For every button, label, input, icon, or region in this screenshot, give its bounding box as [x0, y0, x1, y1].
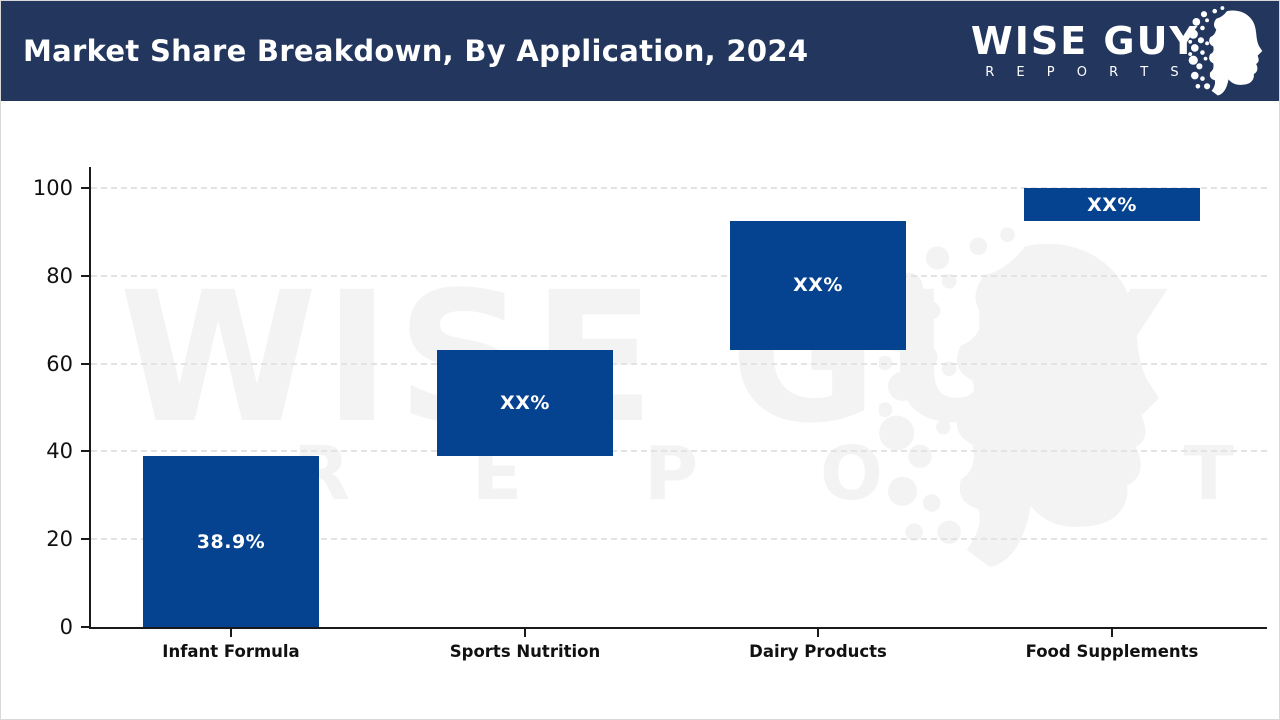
x-category-label: Dairy Products [749, 642, 887, 661]
x-category-label: Food Supplements [1025, 642, 1199, 661]
gridline-40 [91, 450, 1267, 453]
bar-value-label: XX% [500, 391, 550, 414]
y-tick-label: 80 [46, 263, 73, 288]
x-tick-mark [230, 629, 232, 637]
y-tick-label: 20 [46, 527, 73, 552]
x-tick-mark [817, 629, 819, 637]
x-category-label: Sports Nutrition [449, 642, 601, 661]
brand-subtitle: R E P O R T S [985, 65, 1188, 80]
x-tick-mark [1111, 629, 1113, 637]
y-tick-label: 100 [32, 176, 73, 200]
brand-logo-text: WISE GUY R E P O R T S [971, 22, 1199, 80]
y-tick-mark [81, 362, 90, 365]
header: Market Share Breakdown, By Application, … [1, 1, 1279, 101]
gridline-80 [91, 274, 1267, 277]
y-tick-mark [81, 626, 90, 628]
x-tick-mark [524, 629, 526, 637]
x-category-label: Infant Formula [162, 642, 300, 661]
gridline-20 [91, 538, 1267, 541]
y-axis-line [89, 167, 91, 629]
y-tick-label: 40 [46, 439, 73, 464]
brand-logo: WISE GUY R E P O R T S [971, 5, 1271, 97]
chart-region: WISE GUY R E P O R T S 02040608010038.9%… [1, 101, 1279, 719]
gridline-100 [91, 187, 1267, 189]
bar-value-label: XX% [793, 274, 843, 297]
page-title: Market Share Breakdown, By Application, … [23, 34, 809, 68]
gridline-60 [91, 362, 1267, 365]
y-tick-label: 60 [46, 351, 73, 376]
bar-sports-nutrition: XX% [437, 349, 613, 457]
bar-food-supplements: XX% [1024, 188, 1200, 222]
bar-value-label: XX% [1087, 193, 1137, 216]
plot-area: 0 20 40 60 80 100 38.9% Infant Formula XX% Sports… [1, 101, 1279, 719]
y-tick-mark [81, 538, 90, 541]
y-tick-mark [81, 450, 90, 453]
bar-dairy-products: XX% [730, 221, 906, 350]
brand-name: WISE GUY [970, 19, 1199, 63]
y-tick-label: 0 [59, 615, 73, 639]
bar-value-label: 38.9% [196, 530, 266, 553]
x-axis-line [89, 627, 1267, 629]
y-tick-mark [81, 274, 90, 277]
bar-infant-formula: 38.9% [143, 456, 319, 627]
y-tick-mark [81, 187, 90, 189]
